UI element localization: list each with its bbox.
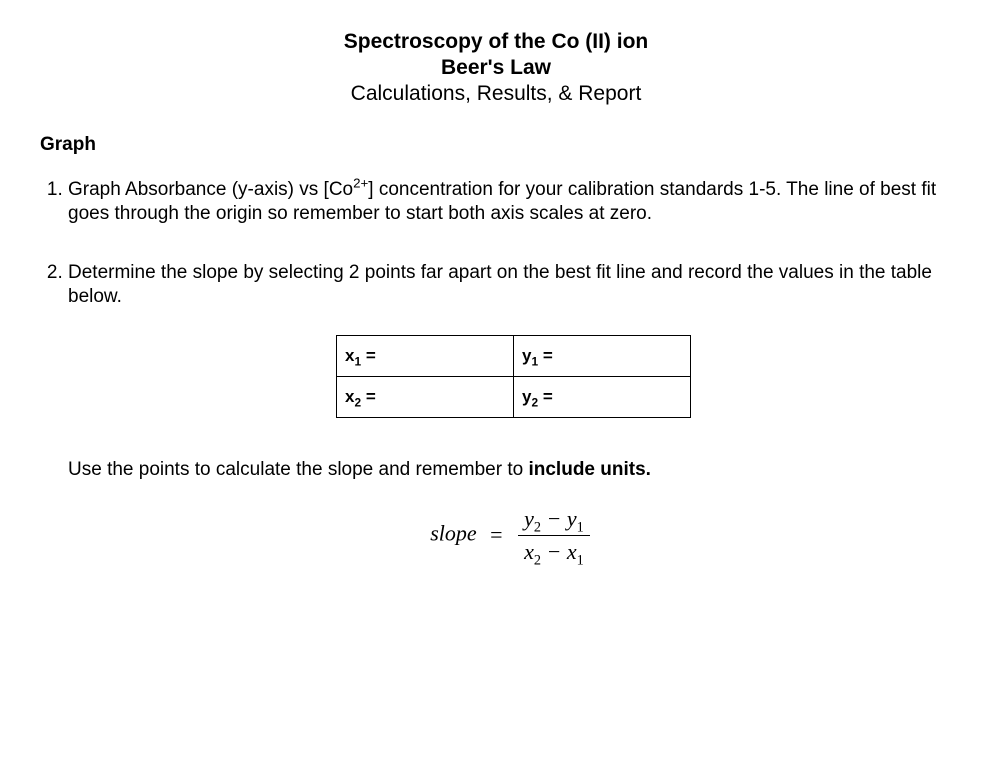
title-line-1: Spectroscopy of the Co (II) ion <box>40 30 952 54</box>
num-y1-sub: 1 <box>577 519 584 535</box>
cell-x2-eq: = <box>361 387 376 406</box>
cell-x1: x1 = <box>337 336 514 377</box>
table-row: x1 = y1 = <box>337 336 691 377</box>
title-block: Spectroscopy of the Co (II) ion Beer's L… <box>40 30 952 106</box>
page: Spectroscopy of the Co (II) ion Beer's L… <box>0 0 992 566</box>
den-x2: x <box>524 539 534 564</box>
den-x2-sub: 2 <box>534 552 541 568</box>
cell-x1-eq: = <box>361 346 376 365</box>
den-minus: − <box>541 539 567 564</box>
slope-formula: slope = y2 − y1 x2 − x1 <box>68 505 952 566</box>
section-heading-graph: Graph <box>40 134 952 156</box>
item2-text: Determine the slope by selecting 2 point… <box>68 261 952 310</box>
use-points-paragraph: Use the points to calculate the slope an… <box>68 458 952 482</box>
cell-y1: y1 = <box>514 336 691 377</box>
formula-numerator: y2 − y1 <box>518 505 590 536</box>
formula-slope-word: slope <box>430 520 476 545</box>
numbered-list: Graph Absorbance (y-axis) vs [Co2+] conc… <box>40 178 952 566</box>
item1-text-a: Graph Absorbance (y-axis) vs [Co <box>68 179 353 200</box>
cell-x2: x2 = <box>337 377 514 418</box>
den-x1-sub: 1 <box>577 552 584 568</box>
cell-y1-eq: = <box>538 346 553 365</box>
list-item-1: Graph Absorbance (y-axis) vs [Co2+] conc… <box>68 178 952 227</box>
list-item-2: Determine the slope by selecting 2 point… <box>68 261 952 566</box>
formula-fraction: y2 − y1 x2 − x1 <box>518 505 590 566</box>
den-x1: x <box>567 539 577 564</box>
formula-equals: = <box>490 521 502 549</box>
use-points-text: Use the points to calculate the slope an… <box>68 459 528 480</box>
item1-superscript: 2+ <box>353 176 368 191</box>
table-row: x2 = y2 = <box>337 377 691 418</box>
points-table: x1 = y1 = x2 = y2 = <box>336 335 691 418</box>
title-line-3: Calculations, Results, & Report <box>40 82 952 106</box>
use-points-bold: include units. <box>528 459 650 480</box>
num-y2: y <box>524 506 534 531</box>
num-minus: − <box>541 506 567 531</box>
cell-y2: y2 = <box>514 377 691 418</box>
cell-y2-eq: = <box>538 387 553 406</box>
formula-denominator: x2 − x1 <box>518 536 590 566</box>
title-line-2: Beer's Law <box>40 56 952 80</box>
num-y1: y <box>567 506 577 531</box>
num-y2-sub: 2 <box>534 519 541 535</box>
